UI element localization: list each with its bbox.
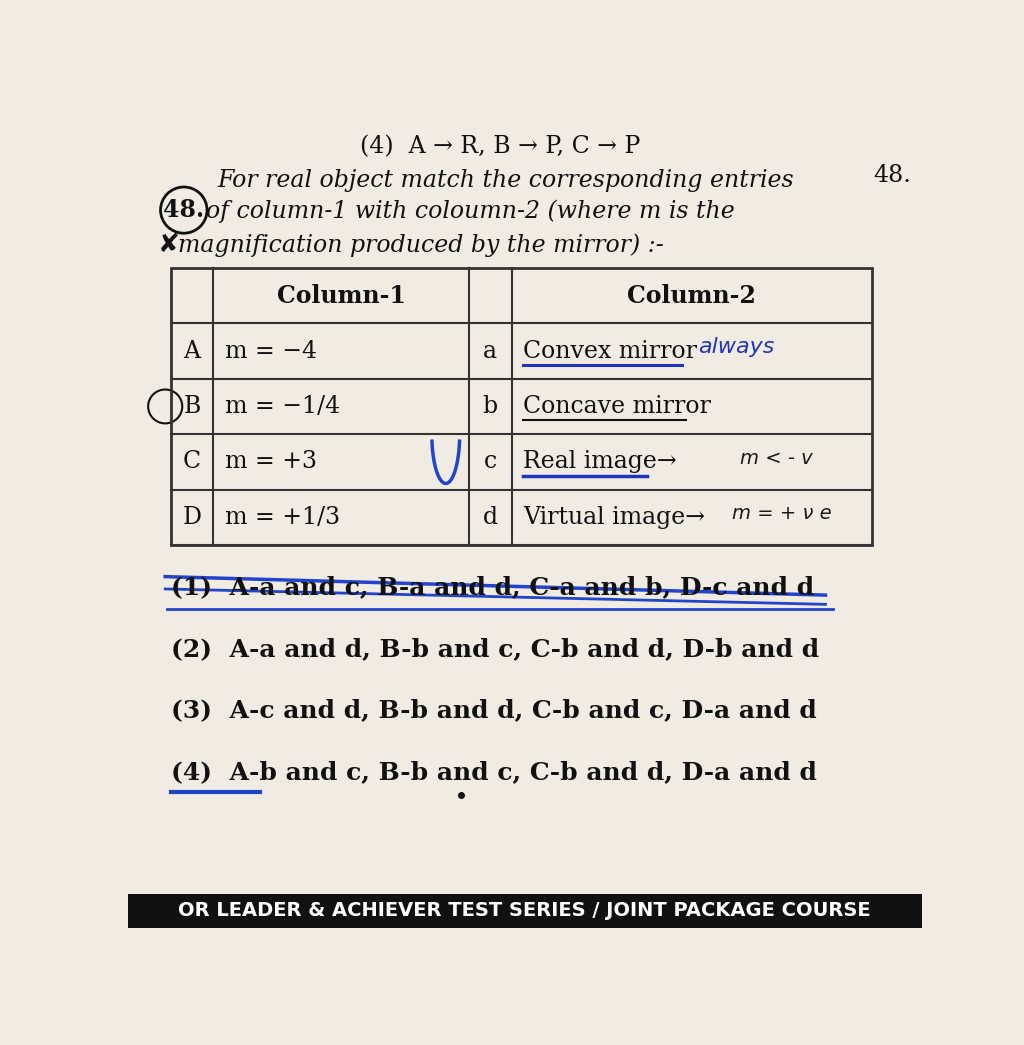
Text: m = −1/4: m = −1/4 <box>225 395 340 418</box>
Text: of column-1 with coloumn-2 (where m is the: of column-1 with coloumn-2 (where m is t… <box>206 200 734 224</box>
Text: Convex mirror: Convex mirror <box>523 340 697 363</box>
Text: C: C <box>183 450 201 473</box>
Bar <box>171 268 872 545</box>
Text: (4)  A-b and c, B-b and c, C-b and d, D-a and d: (4) A-b and c, B-b and c, C-b and d, D-a… <box>171 760 816 784</box>
Text: Virtual image→: Virtual image→ <box>523 506 706 529</box>
Text: d: d <box>482 506 498 529</box>
Text: OR LEADER & ACHIEVER TEST SERIES / JOINT PACKAGE COURSE: OR LEADER & ACHIEVER TEST SERIES / JOINT… <box>178 901 871 921</box>
Text: m = +1/3: m = +1/3 <box>225 506 340 529</box>
Text: magnification produced by the mirror) :-: magnification produced by the mirror) :- <box>178 233 665 256</box>
Text: 48.: 48. <box>163 199 205 223</box>
Text: m < - v: m < - v <box>740 448 813 467</box>
Text: (3)  A-c and d, B-b and d, C-b and c, D-a and d: (3) A-c and d, B-b and d, C-b and c, D-a… <box>171 699 816 722</box>
Text: Column-1: Column-1 <box>276 283 406 307</box>
Text: A: A <box>183 340 201 363</box>
Text: m = +3: m = +3 <box>225 450 316 473</box>
Text: D: D <box>182 506 202 529</box>
Text: Real image→: Real image→ <box>523 450 677 473</box>
Text: (4)  A → R, B → P, C → P: (4) A → R, B → P, C → P <box>359 136 640 159</box>
Text: (2)  A-a and d, B-b and c, C-b and d, D-b and d: (2) A-a and d, B-b and c, C-b and d, D-b… <box>171 637 819 661</box>
Text: (1)  A-a and c, B-a and d, C-a and b, D-c and d: (1) A-a and c, B-a and d, C-a and b, D-c… <box>171 576 814 600</box>
Bar <box>128 893 922 928</box>
Text: 48.: 48. <box>872 164 910 187</box>
Text: c: c <box>483 450 497 473</box>
Text: m = −4: m = −4 <box>225 340 317 363</box>
Text: ✘: ✘ <box>158 232 179 258</box>
Text: always: always <box>697 338 774 357</box>
Text: a: a <box>483 340 498 363</box>
Text: m = + ν e: m = + ν e <box>732 504 833 522</box>
Text: B: B <box>183 395 201 418</box>
Text: Concave mirror: Concave mirror <box>523 395 711 418</box>
Text: For real object match the corresponding entries: For real object match the corresponding … <box>217 169 794 192</box>
Text: b: b <box>482 395 498 418</box>
Text: Column-2: Column-2 <box>628 283 757 307</box>
